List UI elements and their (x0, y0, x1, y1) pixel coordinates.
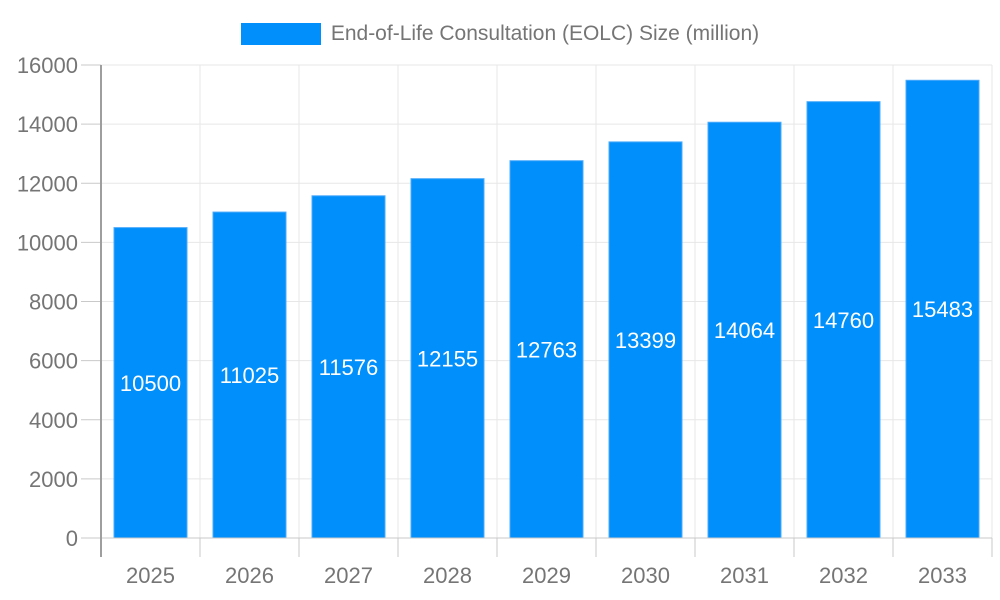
bar-value-label: 12155 (417, 346, 478, 371)
y-tick-label: 10000 (17, 230, 78, 255)
bar[interactable] (113, 227, 188, 539)
bar-value-label: 14760 (813, 308, 874, 333)
bar-value-label: 11025 (220, 363, 280, 388)
y-tick-label: 8000 (29, 290, 78, 315)
bar[interactable] (707, 121, 782, 539)
bar[interactable] (311, 195, 386, 539)
bar-value-label: 15483 (912, 297, 973, 322)
x-tick-label: 2032 (819, 563, 868, 588)
bar-value-label: 12763 (516, 337, 577, 362)
bar[interactable] (410, 178, 485, 539)
y-tick-label: 4000 (29, 408, 78, 433)
y-tick-label: 12000 (17, 171, 78, 196)
legend-label: End-of-Life Consultation (EOLC) Size (mi… (330, 22, 760, 45)
bar[interactable] (509, 160, 584, 539)
x-tick-label: 2033 (918, 563, 967, 588)
bar[interactable] (806, 101, 881, 539)
bar-value-label: 10500 (120, 371, 181, 396)
bar-value-label: 11576 (319, 355, 379, 380)
x-tick-label: 2028 (423, 563, 472, 588)
y-tick-label: 0 (66, 526, 78, 551)
legend-swatch (240, 23, 321, 45)
bar-value-label: 14064 (714, 318, 775, 343)
legend-item[interactable]: End-of-Life Consultation (EOLC) Size (mi… (0, 22, 1000, 46)
bar[interactable] (212, 211, 287, 539)
x-tick-label: 2025 (126, 563, 175, 588)
x-tick-label: 2030 (621, 563, 670, 588)
y-tick-label: 6000 (29, 349, 78, 374)
x-tick-label: 2029 (522, 563, 571, 588)
x-tick-label: 2026 (225, 563, 274, 588)
y-tick-label: 14000 (17, 112, 78, 137)
bar[interactable] (905, 79, 980, 539)
bar-value-label: 13399 (615, 328, 676, 353)
x-tick-label: 2031 (720, 563, 769, 588)
bar[interactable] (608, 141, 683, 539)
y-tick-label: 16000 (17, 53, 78, 78)
x-tick-label: 2027 (324, 563, 373, 588)
y-tick-label: 2000 (29, 467, 78, 492)
